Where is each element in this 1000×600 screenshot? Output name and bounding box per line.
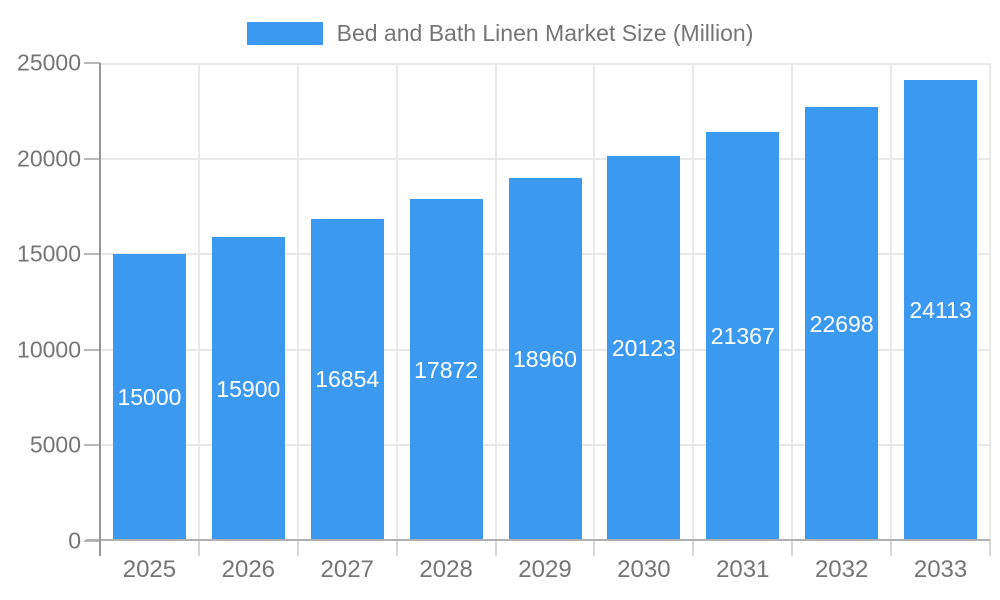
bar-2028[interactable]: 17872 (409, 199, 483, 541)
vertical-gridline (593, 63, 596, 541)
x-axis-tick-mark (692, 541, 695, 556)
vertical-gridline (890, 63, 893, 541)
y-axis-tick-label: 25000 (17, 49, 81, 76)
bar-2030[interactable]: 20123 (607, 156, 681, 541)
x-axis-tick-label: 2033 (913, 556, 968, 583)
y-axis-tick-mark (84, 157, 100, 160)
x-axis-tick-label: 2025 (122, 556, 177, 583)
y-axis-tick-mark (84, 253, 100, 256)
x-axis-tick-mark (791, 541, 794, 556)
bar-value-label: 22698 (809, 310, 874, 337)
bar-value-label: 24113 (909, 296, 972, 323)
x-axis-tick-mark (989, 541, 991, 556)
bar-2025[interactable]: 15000 (112, 254, 186, 541)
plot-area: 15000 15900 16854 17872 18960 20123 21367 22698… (84, 62, 991, 556)
vertical-gridline (494, 63, 497, 541)
x-axis-tick-mark (296, 541, 299, 556)
x-axis-tick-mark (197, 541, 200, 556)
vertical-gridline (197, 63, 200, 541)
vertical-gridline (989, 63, 991, 541)
chart-legend[interactable]: Bed and Bath Linen Market Size (Million) (0, 20, 1000, 47)
y-axis-tick-label: 10000 (17, 336, 81, 363)
vertical-gridline (395, 63, 398, 541)
vertical-gridline (791, 63, 794, 541)
bar-value-label: 15900 (216, 375, 281, 402)
y-axis-tick-mark (84, 62, 100, 64)
legend-series-label: Bed and Bath Linen Market Size (Million) (336, 20, 754, 46)
y-axis-tick-mark (84, 540, 100, 542)
x-axis-tick-label: 2029 (518, 556, 572, 583)
legend-color-swatch (246, 22, 323, 45)
y-axis-tick-mark (84, 444, 100, 447)
x-axis-tick-mark (395, 541, 398, 556)
y-axis-tick-label: 20000 (17, 145, 81, 172)
bar-2026[interactable]: 15900 (211, 237, 285, 541)
vertical-gridline (692, 63, 695, 541)
x-axis-tick-mark (890, 541, 893, 556)
bar-value-label: 18960 (513, 346, 577, 373)
bar-2027[interactable]: 16854 (310, 218, 384, 541)
x-axis-tick-label: 2028 (419, 556, 473, 583)
bar-value-label: 17872 (414, 356, 479, 383)
y-axis-tick-label: 0 (68, 527, 81, 554)
x-axis-tick-label: 2032 (814, 556, 869, 583)
bar-2033[interactable]: 24113 (904, 79, 978, 541)
y-axis-tick-label: 5000 (29, 431, 81, 458)
x-axis-tick-label: 2031 (716, 556, 770, 583)
x-axis-tick-mark (593, 541, 596, 556)
y-axis-line (99, 63, 101, 556)
bar-value-label: 16854 (315, 366, 380, 393)
y-axis-tick-mark (84, 348, 100, 351)
bar-value-label: 20123 (611, 335, 676, 362)
bar-2029[interactable]: 18960 (508, 178, 582, 541)
x-axis-tick-label: 2030 (617, 556, 671, 583)
bar-2032[interactable]: 22698 (805, 107, 879, 541)
bar-value-label: 15000 (117, 384, 182, 411)
y-axis-tick-label: 15000 (17, 240, 81, 267)
horizontal-gridline (100, 63, 990, 65)
bar-2031[interactable]: 21367 (706, 132, 780, 541)
bar-value-label: 21367 (710, 323, 775, 350)
x-axis-line (86, 539, 990, 541)
horizontal-gridline (100, 157, 990, 160)
x-axis-tick-mark (494, 541, 497, 556)
vertical-gridline (296, 63, 299, 541)
x-axis-tick-label: 2026 (221, 556, 276, 583)
x-axis-tick-label: 2027 (320, 556, 374, 583)
